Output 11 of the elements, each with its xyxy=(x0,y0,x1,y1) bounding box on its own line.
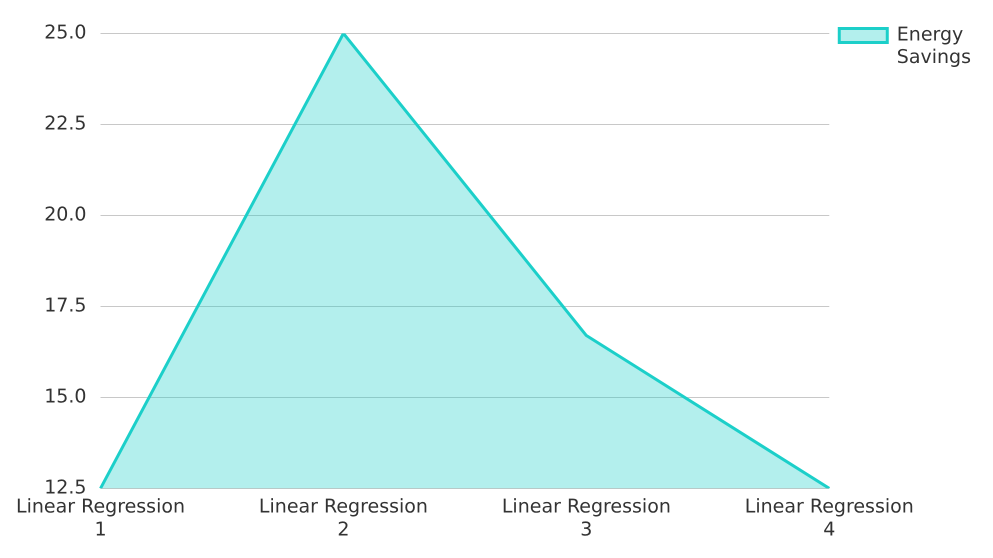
x-tick-label: Linear Regression 3 xyxy=(502,496,671,541)
legend-label: Energy Savings xyxy=(896,23,972,68)
y-tick-label: 12.5 xyxy=(44,476,87,498)
x-tick-label: Linear Regression 2 xyxy=(258,496,428,541)
y-tick-label: 20.0 xyxy=(44,203,87,226)
y-tick-label: 17.5 xyxy=(44,294,87,316)
y-tick-label: 22.5 xyxy=(44,112,87,134)
x-tick-label: Linear Regression 1 xyxy=(16,496,186,541)
x-tick-label: Linear Regression 4 xyxy=(744,496,914,541)
y-tick-label: 15.0 xyxy=(44,385,87,408)
y-tick-label: 25.0 xyxy=(44,21,87,44)
